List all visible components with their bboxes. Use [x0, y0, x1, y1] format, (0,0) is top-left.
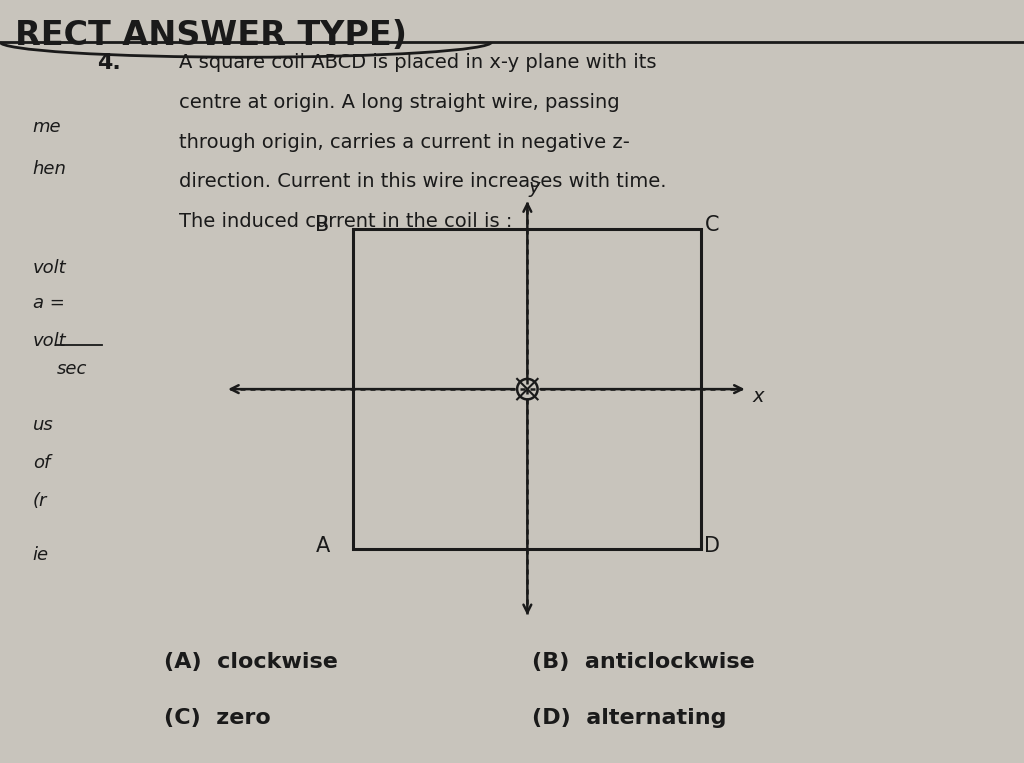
Text: sec: sec	[56, 360, 87, 378]
Text: C: C	[705, 215, 719, 235]
Text: (D)  alternating: (D) alternating	[532, 708, 727, 728]
Text: D: D	[703, 536, 720, 555]
Text: (A)  clockwise: (A) clockwise	[164, 652, 338, 672]
Text: x: x	[753, 388, 764, 406]
Text: The induced current in the coil is :: The induced current in the coil is :	[179, 212, 513, 231]
Text: y: y	[528, 178, 541, 197]
Text: (r: (r	[33, 492, 47, 510]
Text: direction. Current in this wire increases with time.: direction. Current in this wire increase…	[179, 172, 667, 192]
Text: (B)  anticlockwise: (B) anticlockwise	[532, 652, 756, 672]
Bar	[353, 229, 701, 549]
Text: volt: volt	[33, 259, 67, 278]
Text: 4.: 4.	[97, 53, 121, 73]
Text: of: of	[33, 454, 50, 472]
Text: A: A	[315, 536, 330, 555]
Text: (C)  zero: (C) zero	[164, 708, 270, 728]
Text: ie: ie	[33, 546, 49, 564]
Text: us: us	[33, 416, 53, 434]
Text: B: B	[315, 215, 330, 235]
Text: volt: volt	[33, 332, 67, 350]
Text: RECT ANSWER TYPE): RECT ANSWER TYPE)	[15, 19, 408, 52]
Text: A square coil ABCD is placed in x-y plane with its: A square coil ABCD is placed in x-y plan…	[179, 53, 656, 72]
Text: a =: a =	[33, 294, 65, 312]
Text: me: me	[33, 118, 61, 137]
Text: hen: hen	[33, 160, 67, 179]
Text: through origin, carries a current in negative z-: through origin, carries a current in neg…	[179, 133, 630, 152]
Text: centre at origin. A long straight wire, passing: centre at origin. A long straight wire, …	[179, 93, 620, 112]
